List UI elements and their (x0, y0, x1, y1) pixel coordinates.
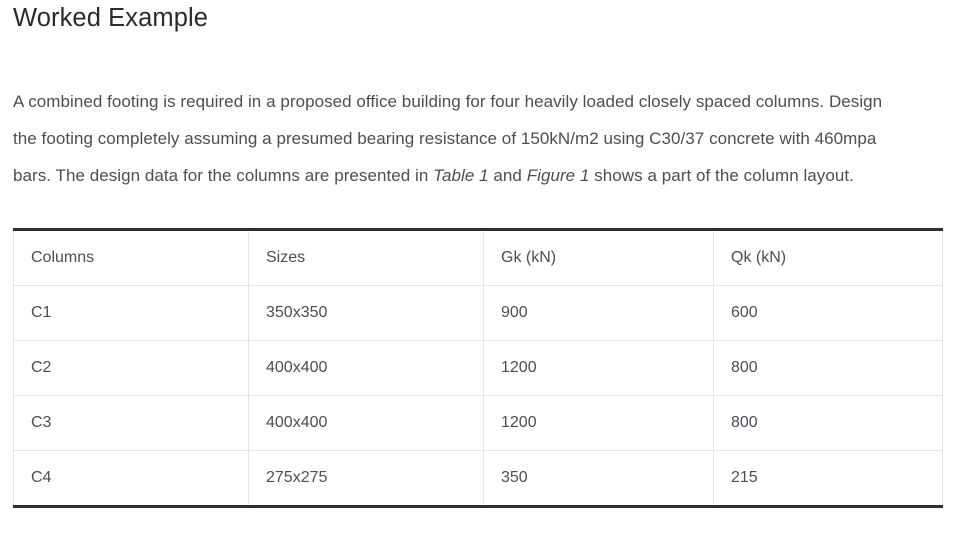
column-design-data-table-wrapper: Columns Sizes Gk (kN) Qk (kN) C1 350x350… (13, 228, 943, 508)
cell-column-name: C1 (13, 285, 249, 341)
intro-text-part-1: A combined footing is required in a prop… (13, 92, 883, 185)
table-header: Columns Sizes Gk (kN) Qk (kN) (13, 229, 943, 286)
cell-gk-value: 350 (483, 450, 714, 507)
cell-column-size: 400x400 (248, 395, 484, 451)
cell-qk-value: 600 (713, 285, 943, 341)
intro-text-part-2: shows a part of the column layout. (589, 166, 854, 185)
figure-reference: Figure 1 (526, 166, 590, 185)
cell-column-name: C2 (13, 340, 249, 396)
table-row: C3 400x400 1200 800 (13, 395, 943, 451)
cell-column-name: C4 (13, 450, 249, 507)
column-design-data-table: Columns Sizes Gk (kN) Qk (kN) C1 350x350… (13, 228, 943, 508)
cell-column-name: C3 (13, 395, 249, 451)
page-title: Worked Example (13, 4, 209, 32)
table-header-qk: Qk (kN) (713, 229, 943, 286)
cell-qk-value: 215 (713, 450, 943, 507)
cell-qk-value: 800 (713, 395, 943, 451)
table-row: C1 350x350 900 600 (13, 285, 943, 341)
table-row: C2 400x400 1200 800 (13, 340, 943, 396)
intro-paragraph: A combined footing is required in a prop… (13, 35, 903, 194)
cell-column-size: 350x350 (248, 285, 484, 341)
cell-qk-value: 800 (713, 340, 943, 396)
intro-conjunction: and (488, 166, 527, 185)
cell-gk-value: 1200 (483, 395, 714, 451)
table-header-columns: Columns (13, 229, 249, 286)
table-header-row: Columns Sizes Gk (kN) Qk (kN) (13, 229, 943, 286)
cell-column-size: 275x275 (248, 450, 484, 507)
cell-column-size: 400x400 (248, 340, 484, 396)
table-row: C4 275x275 350 215 (13, 450, 943, 507)
table-header-gk: Gk (kN) (483, 229, 714, 286)
cell-gk-value: 1200 (483, 340, 714, 396)
cell-gk-value: 900 (483, 285, 714, 341)
table-reference: Table 1 (433, 166, 489, 185)
table-body: C1 350x350 900 600 C2 400x400 1200 800 C… (13, 285, 943, 507)
table-header-sizes: Sizes (248, 229, 484, 286)
